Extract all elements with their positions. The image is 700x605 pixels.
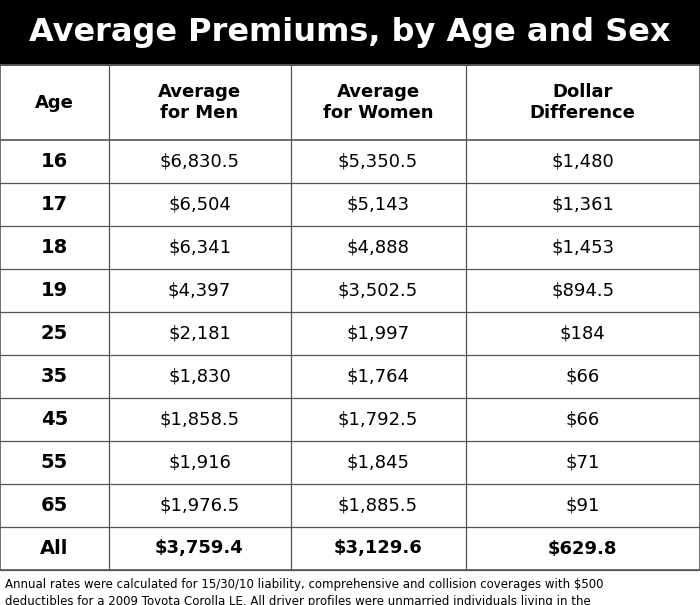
Text: $1,916: $1,916 [168, 454, 231, 471]
Bar [0, 183, 700, 226]
Text: $5,143: $5,143 [346, 195, 410, 214]
Text: $1,764: $1,764 [346, 367, 410, 385]
Text: 18: 18 [41, 238, 68, 257]
Text: 25: 25 [41, 324, 68, 343]
Text: Average
for Women: Average for Women [323, 83, 433, 122]
Bar [0, 484, 700, 527]
Text: $1,885.5: $1,885.5 [338, 497, 418, 514]
Text: $66: $66 [566, 411, 600, 428]
Text: All: All [40, 539, 69, 558]
Text: $1,361: $1,361 [552, 195, 614, 214]
Text: $2,181: $2,181 [168, 324, 231, 342]
Text: $71: $71 [566, 454, 600, 471]
Text: 35: 35 [41, 367, 68, 386]
Bar [0, 398, 700, 441]
Text: 65: 65 [41, 496, 68, 515]
Text: $1,858.5: $1,858.5 [160, 411, 239, 428]
Text: $1,845: $1,845 [346, 454, 410, 471]
Text: $1,792.5: $1,792.5 [338, 411, 418, 428]
Text: 45: 45 [41, 410, 68, 429]
Text: Dollar
Difference: Dollar Difference [530, 83, 636, 122]
Text: $3,759.4: $3,759.4 [155, 540, 244, 557]
Bar [0, 269, 700, 312]
Text: 16: 16 [41, 152, 68, 171]
Text: $5,350.5: $5,350.5 [338, 152, 418, 171]
Text: $6,341: $6,341 [168, 238, 231, 257]
Text: $4,888: $4,888 [346, 238, 410, 257]
Text: $1,997: $1,997 [346, 324, 410, 342]
Text: $894.5: $894.5 [551, 281, 615, 299]
Text: $3,502.5: $3,502.5 [338, 281, 418, 299]
Text: $1,480: $1,480 [552, 152, 614, 171]
Text: $184: $184 [560, 324, 606, 342]
Text: Age: Age [35, 94, 74, 111]
Text: $3,129.6: $3,129.6 [334, 540, 422, 557]
Bar [0, 312, 700, 355]
Text: $629.8: $629.8 [548, 540, 617, 557]
Text: $6,504: $6,504 [168, 195, 231, 214]
Text: $1,453: $1,453 [551, 238, 615, 257]
Text: Annual rates were calculated for 15/30/10 liability, comprehensive and collision: Annual rates were calculated for 15/30/1… [5, 578, 603, 605]
Text: 19: 19 [41, 281, 68, 300]
Text: $66: $66 [566, 367, 600, 385]
Bar [0, 226, 700, 269]
Text: 55: 55 [41, 453, 68, 472]
Bar [0, 0, 700, 65]
Text: $1,976.5: $1,976.5 [160, 497, 239, 514]
Text: Average Premiums, by Age and Sex: Average Premiums, by Age and Sex [29, 17, 671, 48]
Bar [0, 355, 700, 398]
Text: $91: $91 [566, 497, 600, 514]
Text: 17: 17 [41, 195, 68, 214]
Bar [0, 65, 700, 140]
Text: $6,830.5: $6,830.5 [160, 152, 239, 171]
Text: $1,830: $1,830 [168, 367, 231, 385]
Bar [0, 140, 700, 183]
Text: $4,397: $4,397 [168, 281, 231, 299]
Bar [0, 527, 700, 570]
Bar [0, 441, 700, 484]
Text: Average
for Men: Average for Men [158, 83, 241, 122]
